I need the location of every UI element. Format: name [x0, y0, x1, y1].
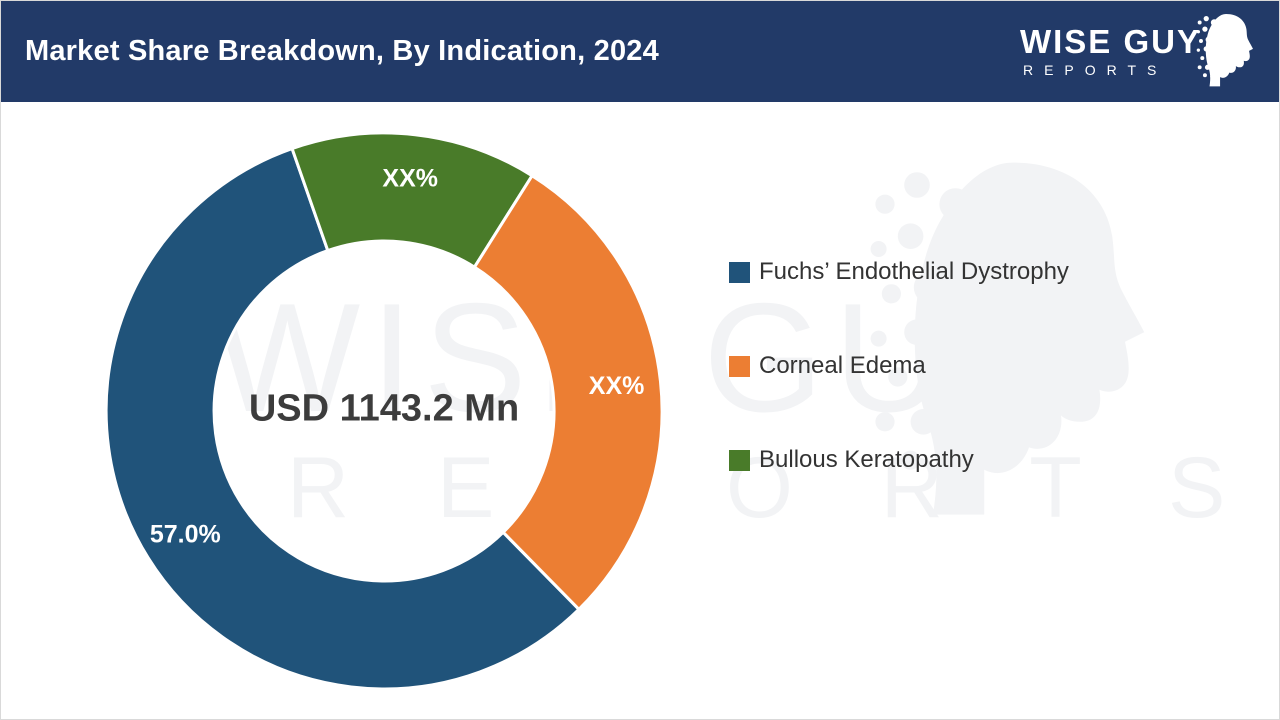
legend-label: Corneal Edema: [759, 352, 926, 379]
wiseguy-logo: WISE GUY REPORTS: [1020, 12, 1259, 91]
donut-segment-fuchs-endothelial-dystrophy: [104, 147, 581, 691]
legend-item-fuchs-endothelial-dystrophy: Fuchs’ Endothelial Dystrophy: [729, 258, 1069, 286]
page-title: Market Share Breakdown, By Indication, 2…: [25, 35, 659, 67]
legend-swatch-icon: [729, 449, 750, 471]
logo-line1: WISE GUY: [1019, 23, 1201, 60]
header-bar: Market Share Breakdown, By Indication, 2…: [1, 1, 1279, 102]
legend-label: Fuchs’ Endothelial Dystrophy: [759, 258, 1069, 285]
chart-legend: Fuchs’ Endothelial Dystrophy Corneal Ede…: [729, 258, 1069, 474]
chart-center-value: USD 1143.2 Mn: [248, 387, 520, 430]
donut-segment-corneal-edema: [473, 174, 664, 611]
wiseguy-logo-text: WISE GUY REPORTS: [1020, 25, 1201, 78]
legend-item-bullous-keratopathy: Bullous Keratopathy: [729, 446, 1069, 474]
watermark-text-line2: R E P O R T S: [287, 440, 1258, 536]
legend-label: Bullous Keratopathy: [759, 446, 974, 473]
segment-pct-label-bullous-keratopathy: XX%: [382, 165, 438, 193]
watermark-face-icon: [870, 162, 1145, 515]
legend-swatch-icon: [729, 355, 750, 377]
legend-swatch-icon: [729, 261, 750, 283]
segment-pct-label-fuchs-endothelial-dystrophy: 57.0%: [150, 521, 221, 549]
segment-pct-label-corneal-edema: XX%: [589, 372, 645, 400]
logo-line2: REPORTS: [1022, 62, 1168, 78]
wiseguy-logo-face-icon: [1196, 13, 1253, 87]
legend-item-corneal-edema: Corneal Edema: [729, 352, 1069, 380]
